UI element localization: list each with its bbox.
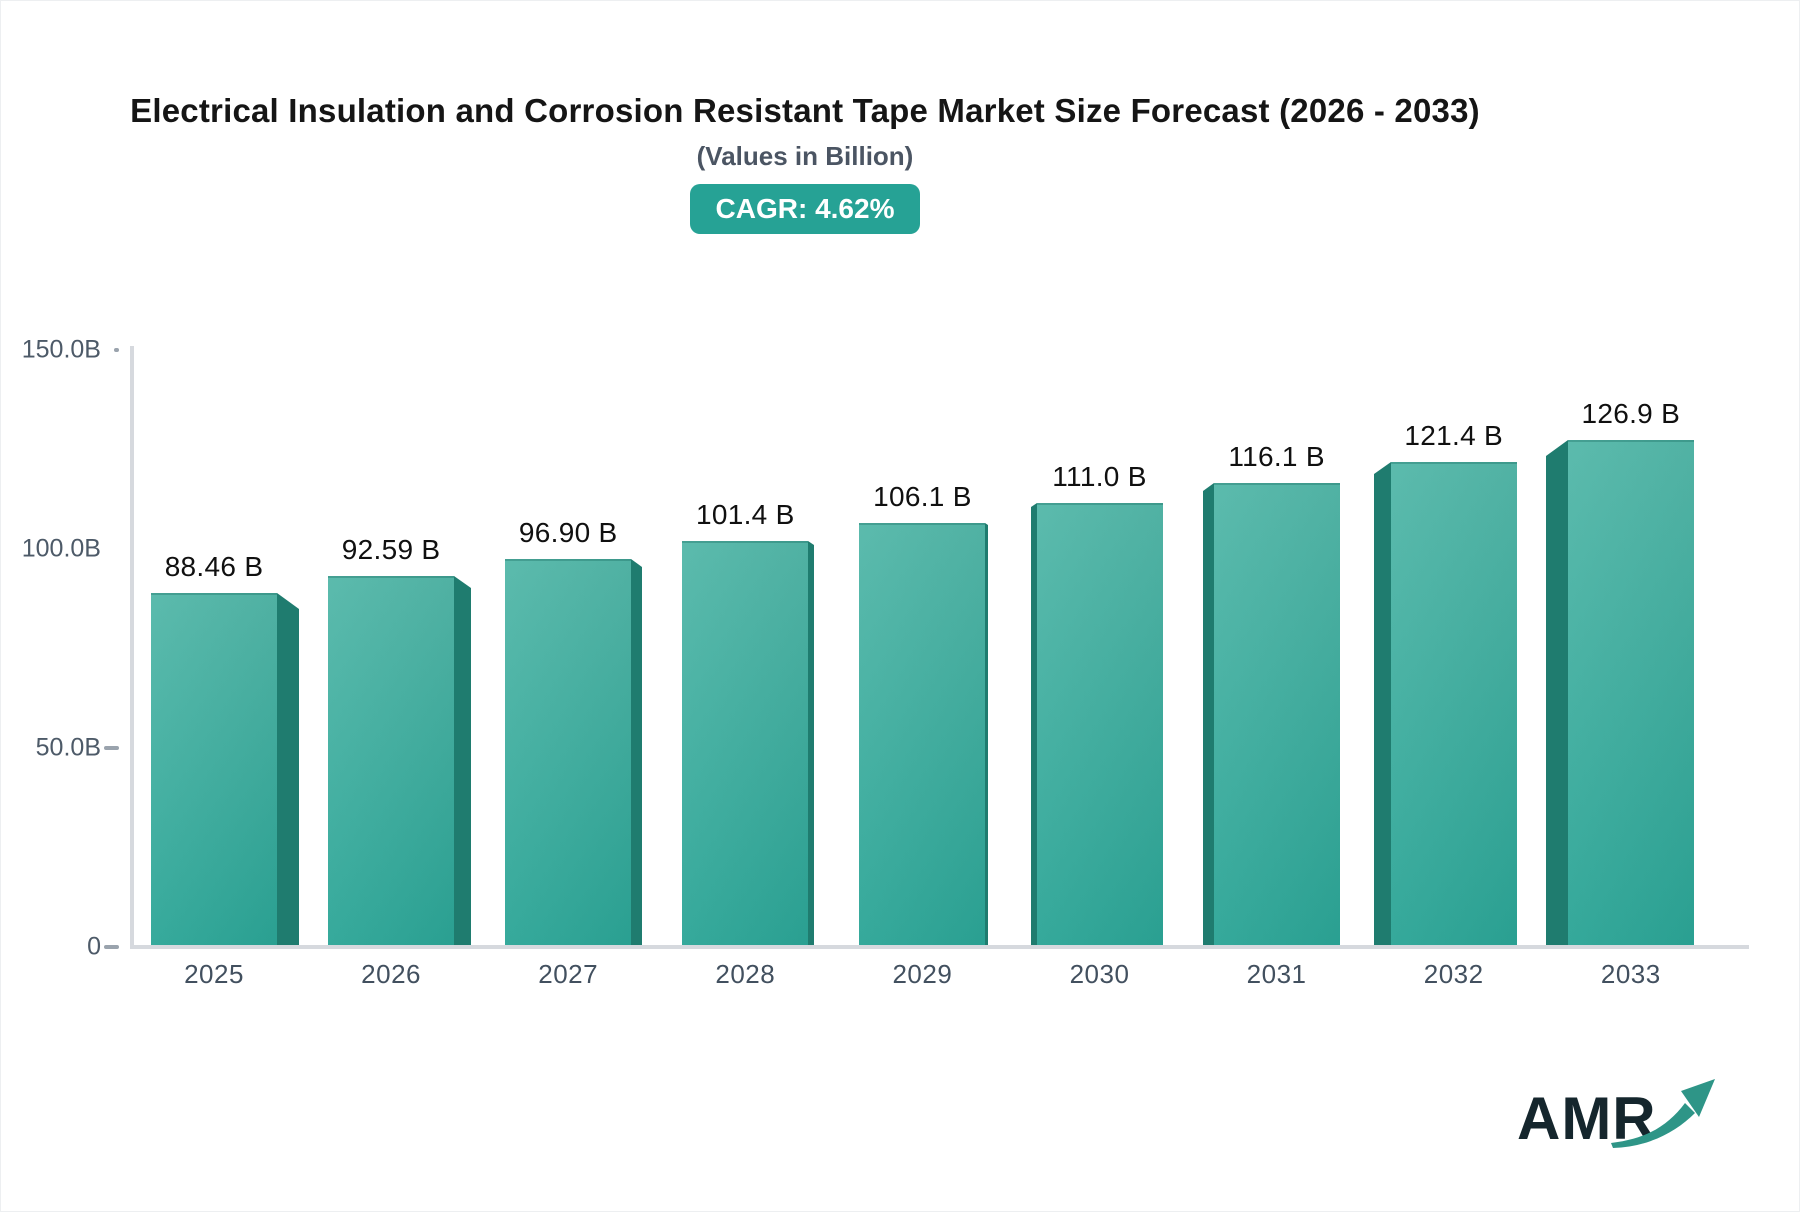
- y-axis-line: [130, 346, 134, 945]
- amr-logo: AMR: [1517, 1071, 1715, 1159]
- bar-3d-side-face: [454, 576, 471, 945]
- chart-header: Electrical Insulation and Corrosion Resi…: [1, 89, 1799, 234]
- bar-value-label: 92.59 B: [341, 534, 441, 565]
- chart-title: Electrical Insulation and Corrosion Resi…: [130, 92, 1480, 129]
- bar: [859, 523, 985, 945]
- bar-3d-side-face: [1374, 462, 1391, 945]
- bar-value-label: 88.46 B: [164, 551, 264, 582]
- amr-logo-text: AMR: [1517, 1085, 1657, 1152]
- x-axis-category-label: 2026: [361, 959, 422, 989]
- y-axis-tick-mark: [114, 348, 119, 352]
- x-axis-category-label: 2031: [1246, 959, 1307, 989]
- bar: [1214, 483, 1340, 945]
- x-axis-category-label: 2030: [1069, 959, 1130, 989]
- y-axis-tick-mark: [104, 945, 119, 949]
- y-axis-tick-mark: [104, 746, 119, 750]
- bar-value-label: 106.1 B: [873, 481, 972, 512]
- bar: [151, 593, 277, 945]
- bar-value-label: 96.90 B: [518, 517, 618, 548]
- x-axis-line: [130, 945, 1749, 949]
- cagr-badge: CAGR: 4.62%: [689, 184, 921, 234]
- bar: [1391, 462, 1517, 945]
- y-axis-tick-label: 0: [87, 932, 101, 961]
- bar-value-label: 116.1 B: [1228, 441, 1325, 472]
- bar-3d-side-face: [985, 523, 988, 945]
- bar: [1037, 503, 1163, 945]
- bar-3d-side-face: [1203, 483, 1214, 945]
- bar-3d-side-face: [631, 559, 642, 945]
- bar: [505, 559, 631, 945]
- x-axis-category-label: 2029: [892, 959, 953, 989]
- bar-value-label: 121.4 B: [1404, 420, 1503, 451]
- x-axis-category-label: 2025: [184, 959, 244, 989]
- y-axis-tick-label: 100.0B: [21, 534, 101, 563]
- x-axis-category-label: 2028: [715, 959, 776, 989]
- bar: [1568, 440, 1694, 945]
- bar-value-label: 101.4 B: [695, 499, 795, 530]
- bar-value-label: 111.0 B: [1052, 461, 1147, 492]
- bar-3d-side-face: [1031, 503, 1037, 945]
- bar-3d-side-face: [1546, 440, 1568, 945]
- x-axis-category-label: 2032: [1423, 959, 1484, 989]
- y-axis-tick-label: 150.0B: [21, 335, 101, 364]
- y-axis-tick-label: 50.0B: [35, 733, 101, 762]
- growth-arrow-icon: [1611, 1079, 1715, 1148]
- x-axis-category-label: 2033: [1600, 959, 1661, 989]
- bar: [328, 576, 454, 945]
- bar-value-label: 126.9 B: [1581, 398, 1681, 429]
- bar: [682, 541, 808, 945]
- bar-3d-side-face: [808, 541, 814, 945]
- bar-3d-side-face: [277, 593, 299, 945]
- x-axis-category-label: 2027: [538, 959, 599, 989]
- chart-subtitle: (Values in Billion): [696, 141, 914, 171]
